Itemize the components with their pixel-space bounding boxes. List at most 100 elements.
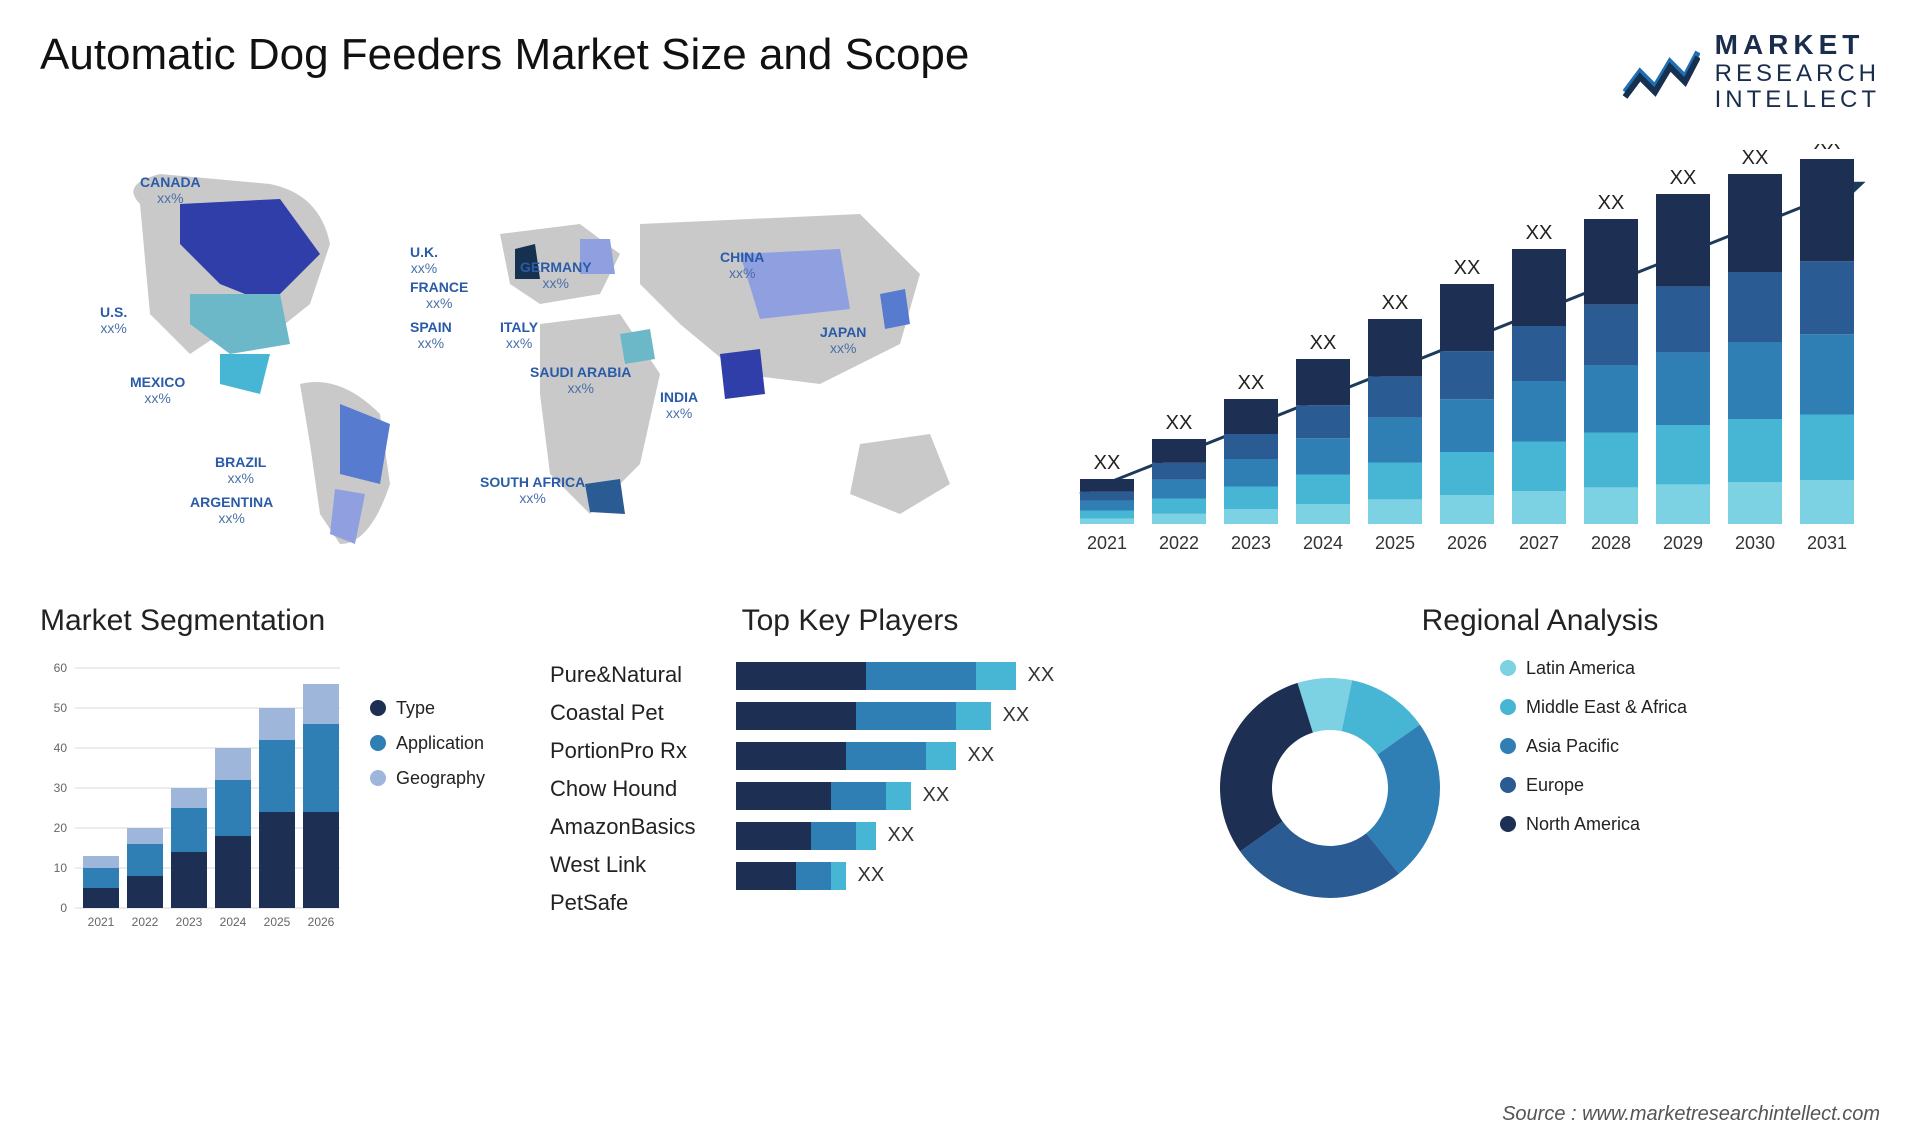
svg-text:60: 60 xyxy=(54,661,68,675)
segmentation-svg: 0102030405060202120222023202420252026 xyxy=(40,658,340,938)
svg-text:2026: 2026 xyxy=(308,915,335,929)
brand-logo: MARKET RESEARCH INTELLECT xyxy=(1620,30,1880,114)
legend-item: Type xyxy=(370,698,485,719)
svg-text:2023: 2023 xyxy=(176,915,203,929)
svg-text:XX: XX xyxy=(1814,144,1841,154)
svg-text:XX: XX xyxy=(1238,372,1265,394)
key-players-bars: XX XX XX XX XX XX xyxy=(736,658,1150,916)
player-bar: XX xyxy=(736,742,1150,770)
svg-text:2023: 2023 xyxy=(1231,533,1271,553)
map-label: U.S.xx% xyxy=(100,304,127,338)
logo-icon xyxy=(1620,42,1700,102)
svg-text:XX: XX xyxy=(1310,332,1337,354)
svg-text:2028: 2028 xyxy=(1591,533,1631,553)
player-value: XX xyxy=(1028,664,1055,687)
svg-text:2031: 2031 xyxy=(1807,533,1847,553)
map-label: SPAINxx% xyxy=(410,319,452,353)
player-name: PortionPro Rx xyxy=(550,738,687,764)
donut-wrap: Latin America Middle East & Africa Asia Pa… xyxy=(1200,658,1880,918)
growth-svg: XX 2021 XX 2022 XX 2023 XX 2024 XX 2025 XX 2026 XX 20… xyxy=(1060,144,1880,564)
svg-text:2021: 2021 xyxy=(88,915,115,929)
player-value: XX xyxy=(923,784,950,807)
svg-text:2026: 2026 xyxy=(1447,533,1487,553)
svg-text:XX: XX xyxy=(1454,257,1481,279)
svg-text:2029: 2029 xyxy=(1663,533,1703,553)
donut-legend: Latin America Middle East & Africa Asia Pa… xyxy=(1500,658,1687,835)
segmentation-legend: Type Application Geography xyxy=(370,698,485,938)
logo-text: MARKET RESEARCH INTELLECT xyxy=(1715,30,1880,114)
svg-text:20: 20 xyxy=(54,821,68,835)
logo-line3: INTELLECT xyxy=(1715,87,1880,113)
regional-panel: Regional Analysis Latin America Middle Ea… xyxy=(1200,604,1880,938)
svg-text:30: 30 xyxy=(54,781,68,795)
segmentation-title: Market Segmentation xyxy=(40,604,500,638)
svg-text:2024: 2024 xyxy=(1303,533,1343,553)
svg-text:XX: XX xyxy=(1094,452,1121,474)
map-label: CANADAxx% xyxy=(140,174,201,208)
bottom-row: Market Segmentation 01020304050602021202… xyxy=(40,604,1880,938)
regional-title: Regional Analysis xyxy=(1200,604,1880,638)
player-bar: XX xyxy=(736,782,1150,810)
map-label: U.K.xx% xyxy=(410,244,438,278)
svg-text:XX: XX xyxy=(1670,167,1697,189)
player-name: Pure&Natural xyxy=(550,662,682,688)
region-legend-item: Middle East & Africa xyxy=(1500,697,1687,718)
player-value: XX xyxy=(888,824,915,847)
svg-text:40: 40 xyxy=(54,741,68,755)
header: Automatic Dog Feeders Market Size and Sc… xyxy=(40,30,1880,114)
player-value: XX xyxy=(968,744,995,767)
svg-text:2027: 2027 xyxy=(1519,533,1559,553)
segmentation-panel: Market Segmentation 01020304050602021202… xyxy=(40,604,500,938)
svg-text:2021: 2021 xyxy=(1087,533,1127,553)
map-label: MEXICOxx% xyxy=(130,374,185,408)
region-legend-item: Latin America xyxy=(1500,658,1687,679)
svg-text:0: 0 xyxy=(60,901,67,915)
top-row: CANADAxx% U.S.xx% MEXICOxx% BRAZILxx% ARGENT… xyxy=(40,144,1880,564)
source-label: Source : www.marketresearchintellect.com xyxy=(1502,1103,1880,1126)
key-players-names: Pure&Natural Coastal Pet PortionPro Rx Chow… xyxy=(550,658,696,916)
player-name: Chow Hound xyxy=(550,776,677,802)
player-value: XX xyxy=(1003,704,1030,727)
map-label: INDIAxx% xyxy=(660,389,698,423)
svg-text:XX: XX xyxy=(1166,412,1193,434)
growth-bar-chart: XX 2021 XX 2022 XX 2023 XX 2024 XX 2025 XX 2026 XX 20… xyxy=(1060,144,1880,564)
map-label: SAUDI ARABIAxx% xyxy=(530,364,631,398)
svg-text:50: 50 xyxy=(54,701,68,715)
player-bar: XX xyxy=(736,822,1150,850)
legend-item: Application xyxy=(370,733,485,754)
world-map: CANADAxx% U.S.xx% MEXICOxx% BRAZILxx% ARGENT… xyxy=(40,144,1020,564)
svg-text:XX: XX xyxy=(1742,147,1769,169)
logo-line1: MARKET xyxy=(1715,30,1880,61)
map-label: CHINAxx% xyxy=(720,249,764,283)
donut-svg xyxy=(1200,658,1460,918)
player-name: Coastal Pet xyxy=(550,700,664,726)
map-label: ARGENTINAxx% xyxy=(190,494,273,528)
region-legend-item: North America xyxy=(1500,814,1687,835)
player-bar: XX xyxy=(736,702,1150,730)
region-legend-item: Europe xyxy=(1500,775,1687,796)
svg-text:XX: XX xyxy=(1598,192,1625,214)
svg-text:XX: XX xyxy=(1526,222,1553,244)
key-players-title: Top Key Players xyxy=(550,604,1150,638)
svg-text:2022: 2022 xyxy=(132,915,159,929)
map-label: JAPANxx% xyxy=(820,324,866,358)
svg-text:2030: 2030 xyxy=(1735,533,1775,553)
player-name: West Link xyxy=(550,852,646,878)
map-label: BRAZILxx% xyxy=(215,454,266,488)
player-name: AmazonBasics xyxy=(550,814,696,840)
segmentation-chart: 0102030405060202120222023202420252026 Ty… xyxy=(40,658,500,938)
logo-line2: RESEARCH xyxy=(1715,61,1880,87)
map-label: GERMANYxx% xyxy=(520,259,592,293)
svg-text:2024: 2024 xyxy=(220,915,247,929)
map-label: ITALYxx% xyxy=(500,319,538,353)
key-players-row: Pure&Natural Coastal Pet PortionPro Rx Chow… xyxy=(550,658,1150,916)
svg-text:XX: XX xyxy=(1382,292,1409,314)
svg-text:2025: 2025 xyxy=(1375,533,1415,553)
player-bar: XX xyxy=(736,862,1150,890)
map-label: SOUTH AFRICAxx% xyxy=(480,474,585,508)
svg-text:2022: 2022 xyxy=(1159,533,1199,553)
legend-item: Geography xyxy=(370,768,485,789)
player-bar: XX xyxy=(736,662,1150,690)
region-legend-item: Asia Pacific xyxy=(1500,736,1687,757)
svg-text:2025: 2025 xyxy=(264,915,291,929)
